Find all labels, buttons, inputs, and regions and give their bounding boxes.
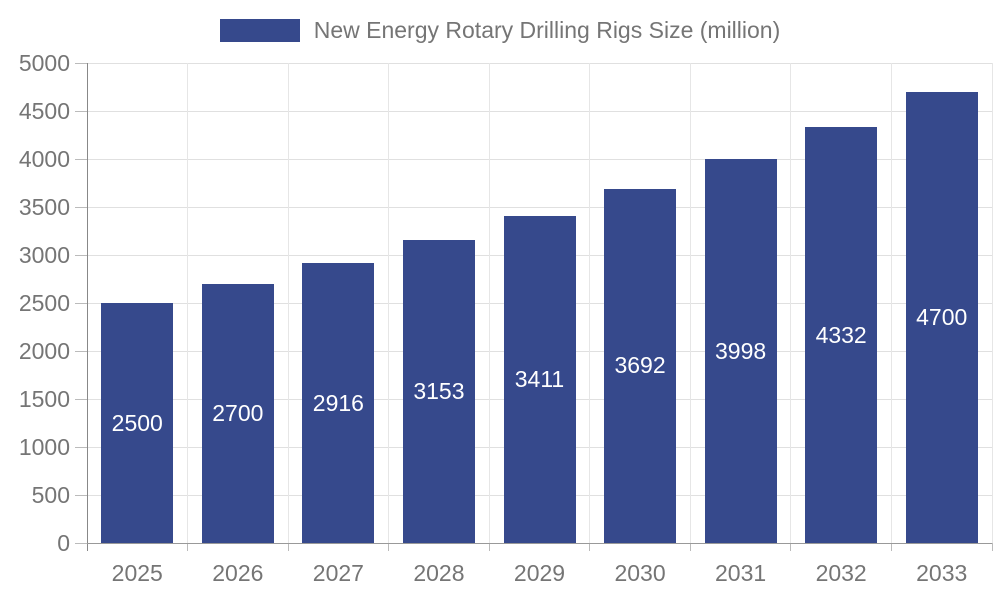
y-tick-mark <box>75 158 87 160</box>
x-tick-mark <box>689 543 691 551</box>
y-gridline <box>88 110 992 112</box>
bar-value-label: 4700 <box>916 303 968 330</box>
y-tick-label: 3500 <box>18 194 70 220</box>
y-tick-mark <box>75 206 87 208</box>
bar-value-label: 4332 <box>815 321 867 348</box>
y-gridline <box>88 158 992 160</box>
y-tick-mark <box>75 62 87 64</box>
x-tick-label: 2033 <box>916 560 968 586</box>
x-tick-label: 2032 <box>815 560 867 586</box>
x-tick-label: 2025 <box>111 560 163 586</box>
bar[interactable]: 3411 <box>503 215 576 543</box>
legend-swatch <box>219 19 300 42</box>
y-gridline <box>88 206 992 208</box>
y-tick-label: 4500 <box>18 98 70 124</box>
y-tick-label: 3000 <box>18 242 70 268</box>
x-tick-mark <box>991 543 993 551</box>
bar-value-label: 2500 <box>111 409 163 436</box>
x-tick-mark <box>790 543 792 551</box>
y-tick-label: 0 <box>57 530 70 556</box>
bar-value-label: 3411 <box>514 365 565 392</box>
y-tick-mark <box>75 542 87 544</box>
x-tick-label: 2031 <box>715 560 767 586</box>
y-gridline <box>88 62 992 64</box>
bar-value-label: 3153 <box>413 378 465 405</box>
bar[interactable]: 2700 <box>201 283 274 543</box>
bar-value-label: 3692 <box>614 352 666 379</box>
y-tick-label: 4000 <box>18 146 70 172</box>
y-tick-label: 2000 <box>18 338 70 364</box>
y-tick-label: 5000 <box>18 50 70 76</box>
y-tick-mark <box>75 350 87 352</box>
x-gridline <box>890 63 892 543</box>
x-tick-label: 2027 <box>312 560 364 586</box>
x-tick-mark <box>287 543 289 551</box>
x-tick-label: 2026 <box>212 560 264 586</box>
legend[interactable]: New Energy Rotary Drilling Rigs Size (mi… <box>0 17 1000 44</box>
bar[interactable]: 2916 <box>302 263 375 543</box>
x-tick-label: 2030 <box>614 560 666 586</box>
x-tick-mark <box>388 543 390 551</box>
x-tick-mark <box>488 543 490 551</box>
x-tick-label: 2029 <box>513 560 566 586</box>
x-gridline <box>388 63 390 543</box>
x-gridline <box>287 63 289 543</box>
x-tick-mark <box>890 543 892 551</box>
bar[interactable]: 4332 <box>805 127 878 543</box>
y-tick-label: 1000 <box>18 434 70 460</box>
y-tick-mark <box>75 254 87 256</box>
bar[interactable]: 3998 <box>704 159 777 543</box>
bar[interactable]: 2500 <box>101 303 174 543</box>
y-tick-label: 500 <box>31 482 70 508</box>
x-tick-mark <box>589 543 591 551</box>
x-axis-line <box>87 543 992 544</box>
x-gridline <box>790 63 792 543</box>
bar[interactable]: 4700 <box>905 91 978 543</box>
y-tick-label: 1500 <box>18 386 70 412</box>
x-gridline <box>488 63 490 543</box>
y-axis-line <box>87 63 88 551</box>
bar[interactable]: 3692 <box>604 188 677 543</box>
bar-value-label: 2916 <box>312 389 364 416</box>
bar-value-label: 2700 <box>212 399 264 426</box>
x-tick-label: 2028 <box>413 560 465 586</box>
x-tick-mark <box>187 543 189 551</box>
x-gridline <box>991 63 993 543</box>
y-tick-mark <box>75 110 87 112</box>
legend-label: New Energy Rotary Drilling Rigs Size (mi… <box>313 17 781 43</box>
bar-value-label: 3998 <box>715 337 767 364</box>
x-gridline <box>589 63 591 543</box>
y-tick-mark <box>75 398 87 400</box>
bar[interactable]: 3153 <box>402 240 475 543</box>
y-tick-mark <box>75 302 87 304</box>
y-tick-mark <box>75 446 87 448</box>
x-gridline <box>187 63 189 543</box>
y-tick-mark <box>75 494 87 496</box>
y-tick-label: 2500 <box>18 290 70 316</box>
x-gridline <box>689 63 691 543</box>
